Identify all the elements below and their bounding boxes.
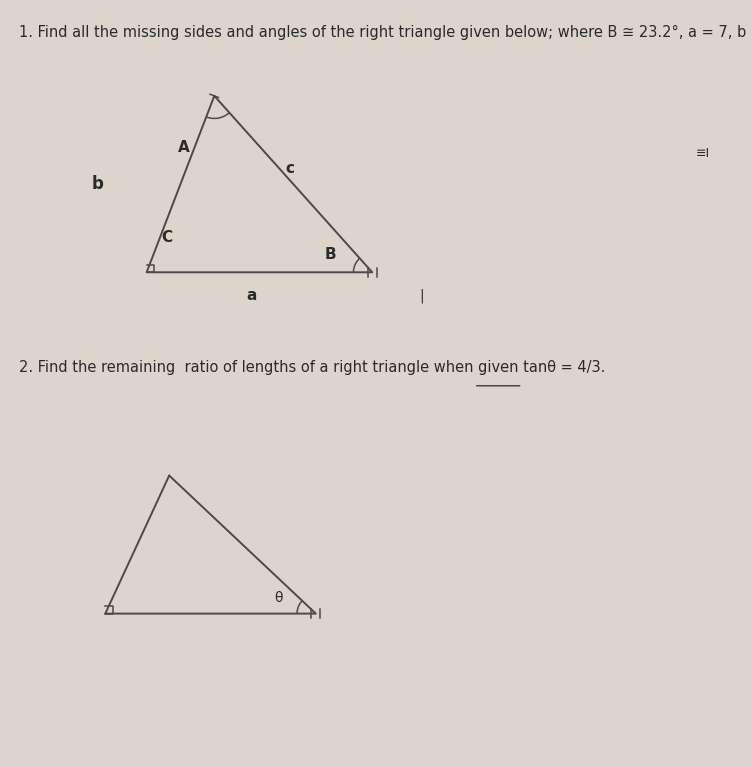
Text: ≡I: ≡I: [696, 147, 710, 160]
Text: B: B: [325, 247, 337, 262]
Text: A: A: [178, 140, 190, 155]
Text: C: C: [162, 230, 172, 245]
Text: 2. Find the remaining  ratio of lengths of a right triangle when given tanθ = 4/: 2. Find the remaining ratio of lengths o…: [19, 360, 605, 376]
Text: a: a: [247, 288, 257, 303]
Text: b: b: [92, 175, 104, 193]
Text: θ: θ: [274, 591, 283, 605]
Text: |: |: [419, 288, 423, 302]
Text: 1. Find all the missing sides and angles of the right triangle given below; wher: 1. Find all the missing sides and angles…: [19, 25, 752, 40]
Text: c: c: [285, 161, 294, 176]
